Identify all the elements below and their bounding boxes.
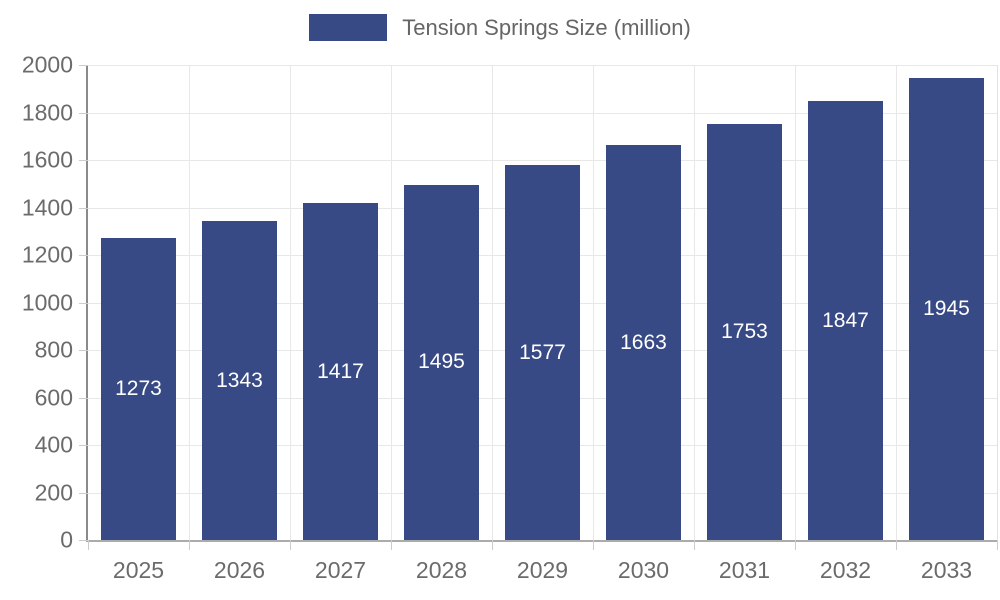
y-axis-tick [79,397,88,399]
gridline-vertical [694,65,695,540]
x-axis-tick [290,540,291,550]
y-axis-tick [79,445,88,446]
x-axis-label: 2030 [617,557,670,583]
x-axis-label: 2025 [112,557,165,583]
x-axis-tick [997,540,998,550]
x-axis-tick [391,540,392,550]
y-axis-tick [79,65,88,66]
gridline-vertical [290,65,291,540]
y-axis-label: 800 [34,336,73,363]
y-axis-tick [79,540,88,541]
y-axis-label: 1000 [21,289,73,315]
y-axis-tick [79,492,88,494]
x-axis-label: 2028 [415,557,468,583]
bar: 1343 [202,221,277,540]
y-axis-label: 600 [34,384,73,410]
bar: 1577 [505,165,580,540]
bar: 1273 [101,237,176,540]
gridline-vertical [593,65,594,540]
x-axis-tick [88,540,89,550]
legend-swatch [309,14,388,41]
y-axis-label: 1200 [21,241,73,268]
bar-value-label: 1343 [216,368,263,392]
x-axis-label: 2031 [718,557,771,583]
bar-value-label: 1663 [620,330,667,354]
x-axis-tick [694,540,695,550]
gridline-vertical [795,65,796,540]
bar-value-label: 1847 [822,308,869,332]
bar-value-label: 1753 [721,319,768,343]
bar: 1847 [808,101,883,540]
y-axis-label: 2000 [21,51,73,78]
y-axis-label: 400 [34,431,73,458]
bar: 1495 [404,184,479,540]
y-axis-tick [79,255,88,256]
gridline-vertical [189,65,190,540]
gridline-horizontal [88,65,997,66]
bar-value-label: 1577 [519,340,566,364]
gridline-vertical [391,65,392,540]
bar: 1945 [909,78,984,540]
bar-value-label: 1417 [317,359,364,383]
x-axis-label: 2026 [213,557,266,583]
bar: 1417 [303,203,378,540]
x-axis-tick [795,540,796,550]
x-axis-tick [896,540,897,550]
y-axis-label: 1800 [21,99,73,125]
x-axis-tick [593,540,594,550]
x-axis-tick [492,540,493,550]
x-axis-label: 2033 [920,557,973,583]
y-axis-tick [79,350,88,351]
x-axis-label: 2029 [516,557,569,583]
y-axis-tick [79,302,88,304]
bar-value-label: 1495 [418,350,465,374]
gridline-vertical [492,65,493,540]
gridline-vertical [896,65,897,540]
x-axis-label: 2027 [314,557,367,583]
gridline-horizontal [88,160,997,161]
bar: 1753 [707,123,782,540]
gridline-horizontal [88,112,997,114]
y-axis-tick [79,207,88,209]
y-axis-tick [79,112,88,114]
bar: 1663 [606,145,681,540]
legend: Tension Springs Size (million) [0,14,1000,41]
bar-value-label: 1945 [923,297,970,321]
y-axis-label: 1600 [21,146,73,173]
plot-area: 0 200 400 600 800 1000 1200 1400 1600 1800 2000 127… [22,52,998,583]
y-axis-label: 1400 [21,194,73,220]
y-axis-label: 200 [34,479,73,505]
y-axis-tick [79,160,88,161]
y-axis-label: 0 [60,526,73,553]
legend-label: Tension Springs Size (million) [402,14,691,40]
x-axis-label: 2032 [819,557,872,583]
bar-value-label: 1273 [115,376,162,400]
x-axis-tick [189,540,190,550]
